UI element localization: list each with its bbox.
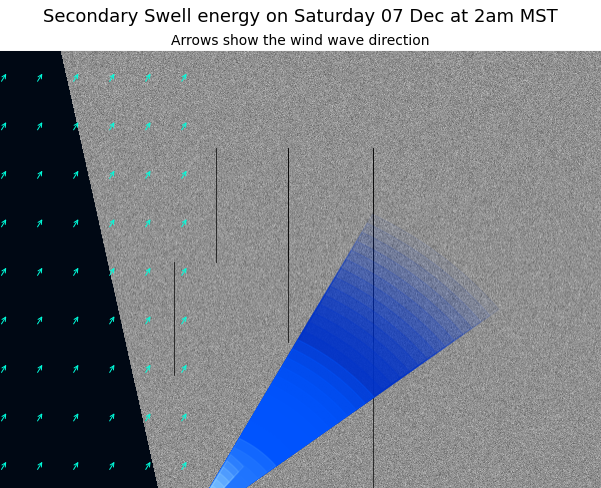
- Polygon shape: [186, 295, 418, 488]
- Text: Arrows show the wind wave direction: Arrows show the wind wave direction: [171, 34, 430, 48]
- Polygon shape: [186, 305, 409, 488]
- Polygon shape: [186, 286, 427, 488]
- Polygon shape: [186, 475, 240, 488]
- Polygon shape: [186, 251, 463, 488]
- Polygon shape: [186, 430, 284, 488]
- Polygon shape: [186, 260, 454, 488]
- Polygon shape: [186, 313, 401, 488]
- Polygon shape: [186, 473, 229, 488]
- Polygon shape: [186, 340, 374, 488]
- Polygon shape: [186, 479, 224, 488]
- Polygon shape: [186, 322, 392, 488]
- Polygon shape: [186, 331, 383, 488]
- Polygon shape: [186, 358, 356, 488]
- Polygon shape: [186, 233, 481, 488]
- Polygon shape: [186, 412, 302, 488]
- Polygon shape: [186, 484, 231, 488]
- Polygon shape: [186, 385, 329, 488]
- Polygon shape: [186, 268, 445, 488]
- Polygon shape: [186, 367, 347, 488]
- Polygon shape: [186, 439, 276, 488]
- Polygon shape: [186, 224, 490, 488]
- Polygon shape: [186, 278, 436, 488]
- Polygon shape: [186, 376, 338, 488]
- Polygon shape: [186, 457, 258, 488]
- Polygon shape: [186, 447, 267, 488]
- Polygon shape: [186, 486, 219, 488]
- Polygon shape: [186, 467, 234, 488]
- Polygon shape: [186, 394, 320, 488]
- Polygon shape: [186, 349, 365, 488]
- Polygon shape: [186, 421, 293, 488]
- Polygon shape: [186, 455, 243, 488]
- Polygon shape: [186, 403, 311, 488]
- Polygon shape: [186, 461, 239, 488]
- Polygon shape: [186, 215, 499, 488]
- Polygon shape: [186, 242, 472, 488]
- Polygon shape: [186, 466, 249, 488]
- Text: Secondary Swell energy on Saturday 07 Dec at 2am MST: Secondary Swell energy on Saturday 07 De…: [43, 8, 558, 26]
